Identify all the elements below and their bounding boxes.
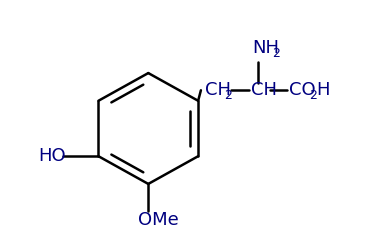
Text: CO: CO: [289, 81, 316, 99]
Text: NH: NH: [252, 39, 279, 57]
Text: OMe: OMe: [138, 211, 179, 229]
Text: HO: HO: [38, 147, 66, 165]
Text: CH: CH: [251, 81, 276, 99]
Text: 2: 2: [309, 88, 317, 102]
Text: 2: 2: [224, 88, 232, 102]
Text: 2: 2: [272, 47, 280, 61]
Text: CH: CH: [205, 81, 231, 99]
Text: H: H: [316, 81, 330, 99]
